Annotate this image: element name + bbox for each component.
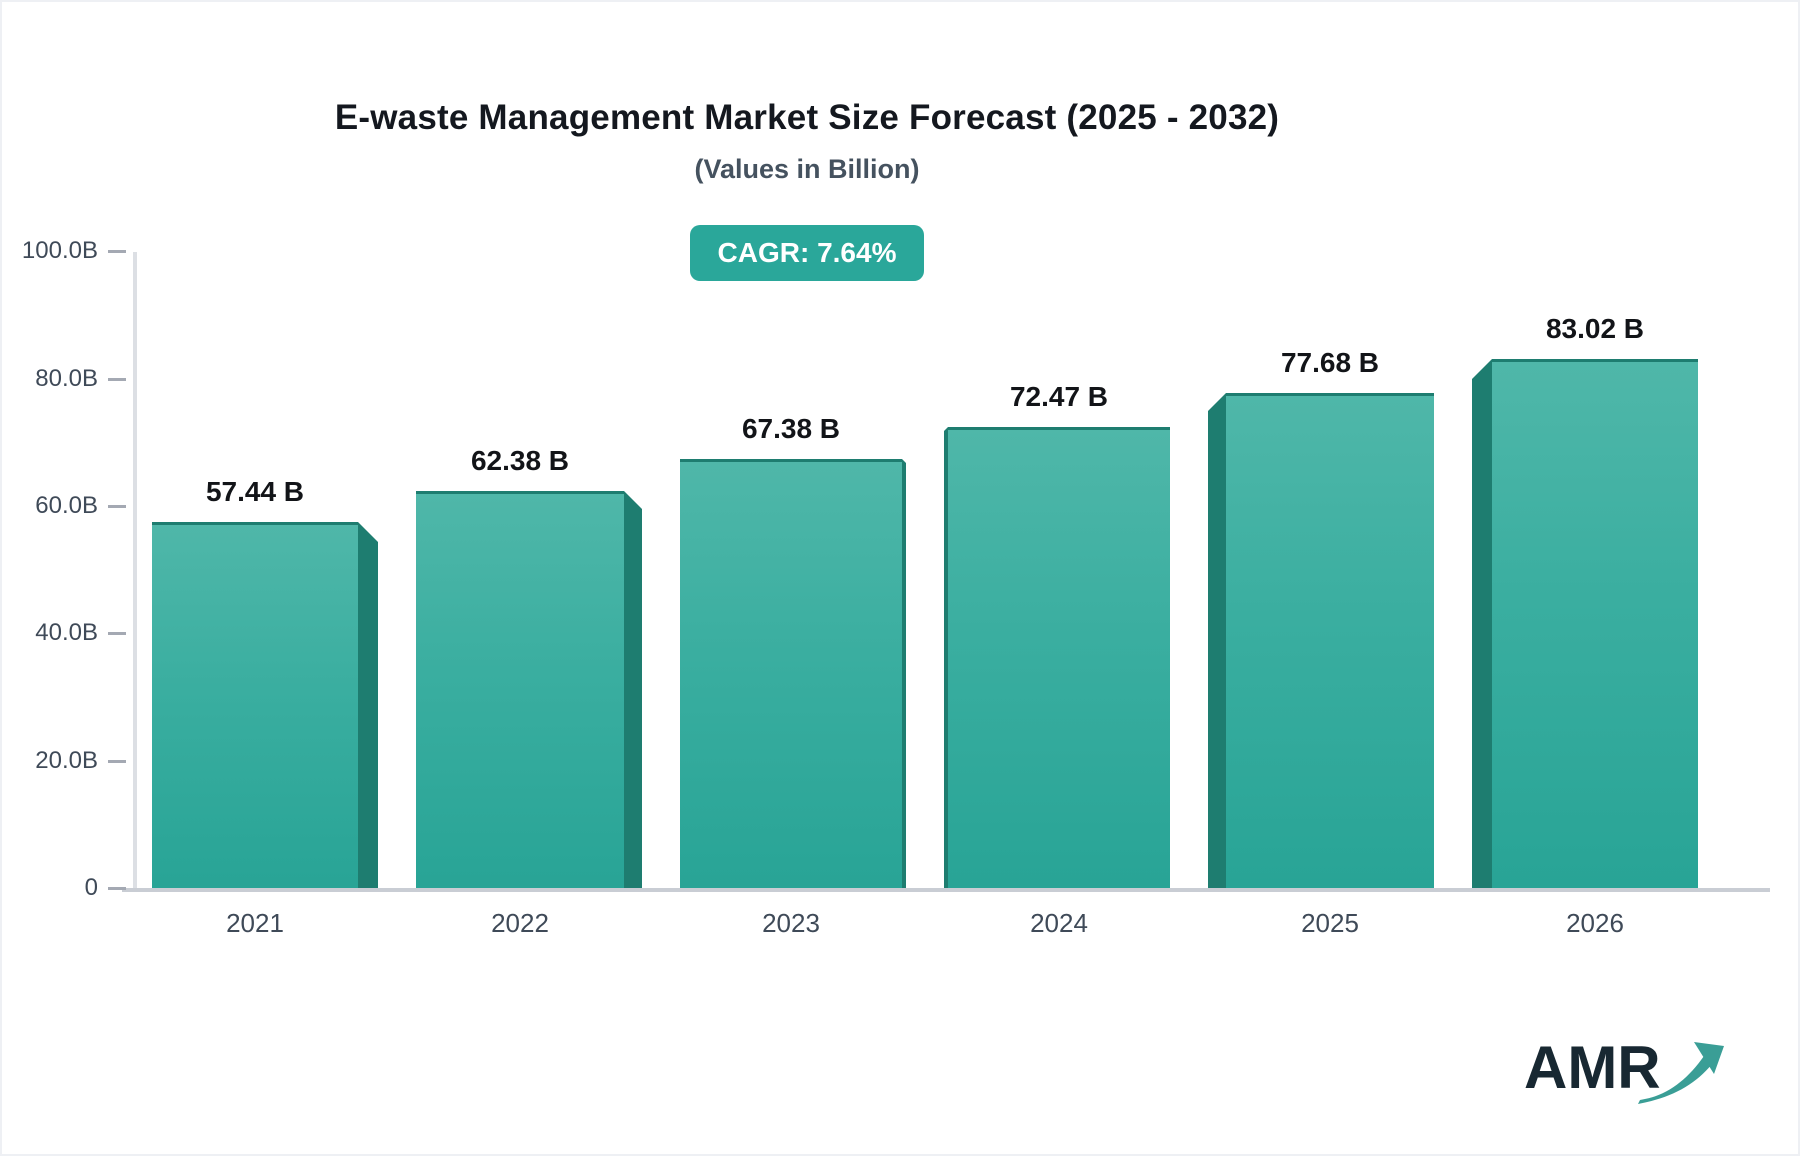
bar-value-label-2021: 57.44 B (205, 476, 305, 507)
y-tick-label-60.0B: 60.0B (35, 492, 98, 520)
y-tick-mark (108, 377, 126, 381)
x-tick-label-2025: 2025 (1301, 908, 1359, 938)
bar-2021 (152, 522, 358, 888)
chart-title: E-waste Management Market Size Forecast … (334, 98, 1280, 137)
x-tick-label-2023: 2023 (762, 908, 820, 938)
bar-3d-side-2025 (1208, 393, 1226, 888)
bar-value-label-2022: 62.38 B (470, 445, 570, 476)
bar-3d-side-2022 (624, 491, 642, 888)
bar-value-label-2025: 77.68 B (1280, 347, 1380, 378)
y-tick-mark (108, 632, 126, 636)
bar-3d-side-2026 (1472, 359, 1492, 888)
chart-subtitle: (Values in Billion) (694, 154, 920, 184)
bar-3d-side-2024 (944, 427, 948, 888)
y-tick-mark (108, 505, 126, 509)
bar-2022 (416, 491, 624, 888)
bar-2024 (948, 427, 1170, 888)
cagr-badge: CAGR: 7.64% (689, 225, 925, 281)
y-tick-mark (108, 759, 126, 763)
amr-logo-text: AMR (1524, 1034, 1661, 1101)
amr-logo: AMR (1524, 1034, 1724, 1104)
y-tick-label-100.0B: 100.0B (21, 237, 98, 265)
y-axis-line (133, 252, 137, 890)
bar-3d-side-2023 (902, 459, 906, 888)
amr-logo-arrow-head (1694, 1042, 1724, 1074)
amr-logo-arrow-swoosh (1638, 1056, 1712, 1104)
bar-3d-side-2021 (358, 522, 378, 888)
bar-value-label-2024: 72.47 B (1009, 381, 1109, 412)
y-tick-mark (108, 887, 126, 890)
x-tick-label-2026: 2026 (1566, 908, 1624, 938)
bar-value-label-2026: 83.02 B (1545, 313, 1645, 344)
chart-header: E-waste Management Market Size Forecast … (2, 2, 1612, 281)
x-tick-label-2022: 2022 (491, 908, 549, 938)
y-tick-label-0: 0 (84, 874, 98, 901)
x-tick-label-2024: 2024 (1030, 908, 1088, 938)
x-axis-line (122, 888, 1770, 892)
x-tick-label-2021: 2021 (226, 908, 284, 938)
y-tick-mark (108, 250, 126, 254)
y-tick-label-20.0B: 20.0B (35, 746, 98, 774)
y-tick-label-80.0B: 80.0B (35, 364, 98, 392)
bar-2026 (1492, 359, 1698, 888)
bar-value-label-2023: 67.38 B (741, 413, 841, 444)
bar-2025 (1226, 393, 1434, 888)
y-tick-label-40.0B: 40.0B (35, 619, 98, 647)
bar-2023 (680, 459, 902, 888)
